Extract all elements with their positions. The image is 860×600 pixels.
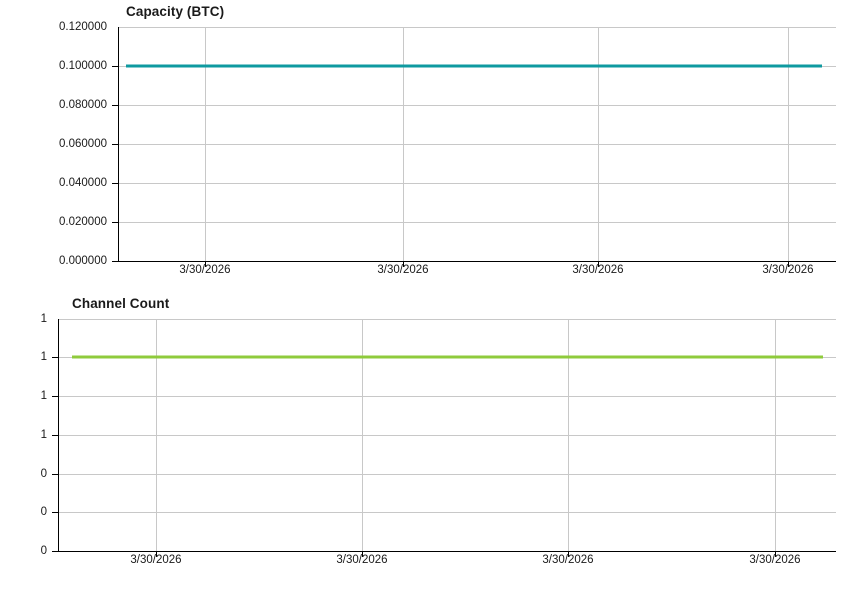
y-tick-label: 1 [40,390,47,402]
y-tick-label: 0.020000 [59,216,107,228]
gridline-horizontal [118,27,836,28]
y-tick-mark [52,396,58,397]
y-tick-label: 0 [40,506,47,518]
x-tick-label: 3/30/2026 [749,554,801,566]
y-tick-label: 0.080000 [59,99,107,111]
series-line-capacity [126,64,822,68]
y-tick-mark [52,474,58,475]
y-tick-label: 0 [40,545,47,557]
y-tick-label: 0.060000 [59,138,107,150]
y-tick-mark [52,551,58,552]
gridline-vertical [775,319,776,551]
y-tick-label: 0.040000 [59,177,107,189]
y-tick-label: 0.120000 [59,21,107,33]
gridline-vertical [568,319,569,551]
plot-area-capacity [118,27,836,261]
gridline-horizontal [118,144,836,145]
gridline-vertical [598,27,599,261]
x-tick-mark [205,261,206,267]
y-axis-line-capacity [118,27,119,261]
x-tick-mark [362,551,363,557]
y-axis-line-channel-count [58,319,59,551]
y-tick-mark [112,261,118,262]
y-tick-mark [52,512,58,513]
x-tick-mark [788,261,789,267]
y-tick-mark [112,105,118,106]
x-axis-line-capacity [118,261,836,262]
series-line-channel-count [72,355,823,359]
gridline-horizontal [58,512,836,513]
y-tick-label: 1 [40,313,47,325]
x-tick-label: 3/30/2026 [179,264,231,276]
gridline-vertical [205,27,206,261]
x-tick-mark [598,261,599,267]
x-tick-label: 3/30/2026 [336,554,388,566]
x-tick-label: 3/30/2026 [377,264,429,276]
y-tick-mark [112,144,118,145]
x-tick-label: 3/30/2026 [542,554,594,566]
x-tick-mark [775,551,776,557]
gridline-vertical [362,319,363,551]
chart-title-capacity: Capacity (BTC) [126,4,225,19]
gridline-horizontal [58,474,836,475]
x-tick-label: 3/30/2026 [572,264,624,276]
x-tick-mark [403,261,404,267]
gridline-vertical [156,319,157,551]
y-tick-mark [112,222,118,223]
chart-title-channel-count: Channel Count [72,296,170,311]
y-tick-mark [112,183,118,184]
y-tick-mark [52,435,58,436]
gridline-horizontal [58,396,836,397]
y-tick-mark [112,66,118,67]
y-tick-label: 1 [40,351,47,363]
gridline-horizontal [118,183,836,184]
y-tick-mark [52,357,58,358]
y-tick-label: 0.100000 [59,60,107,72]
gridline-vertical [403,27,404,261]
y-tick-label: 0 [40,468,47,480]
plot-area-channel-count [58,319,836,551]
x-tick-mark [156,551,157,557]
gridline-horizontal [58,435,836,436]
x-tick-mark [568,551,569,557]
gridline-horizontal [118,222,836,223]
y-tick-label: 1 [40,429,47,441]
x-axis-line-channel-count [58,551,836,552]
gridline-horizontal [118,105,836,106]
gridline-vertical [788,27,789,261]
x-tick-label: 3/30/2026 [130,554,182,566]
gridline-horizontal [58,319,836,320]
y-tick-label: 0.000000 [59,255,107,267]
x-tick-label: 3/30/2026 [762,264,814,276]
